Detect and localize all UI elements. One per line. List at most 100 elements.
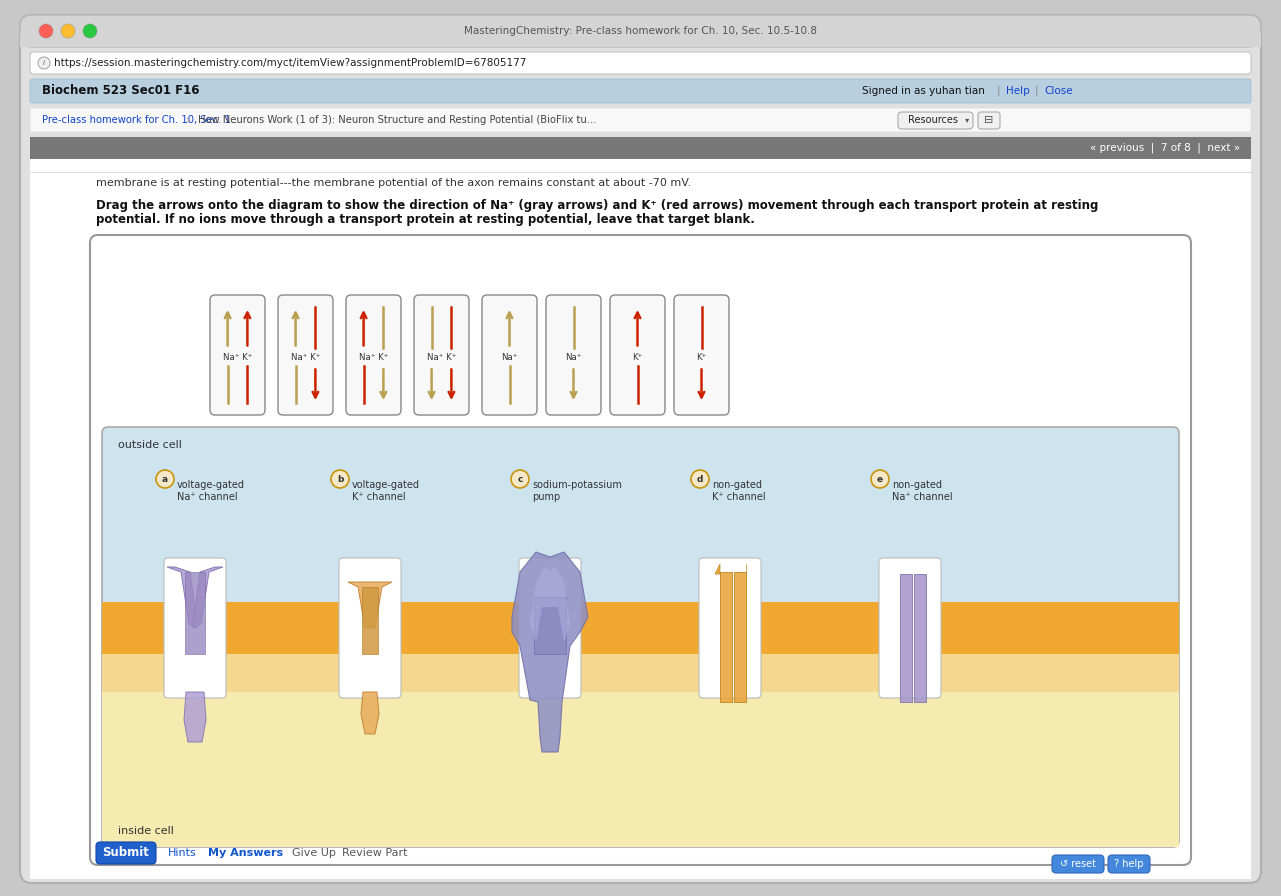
FancyBboxPatch shape (90, 235, 1191, 865)
Text: non-gated: non-gated (892, 480, 942, 490)
Circle shape (871, 470, 889, 488)
Text: My Answers: My Answers (208, 848, 283, 858)
Text: Na⁺: Na⁺ (501, 353, 518, 362)
Circle shape (330, 470, 348, 488)
FancyBboxPatch shape (210, 295, 265, 415)
FancyBboxPatch shape (610, 295, 665, 415)
Text: sodium-potassium: sodium-potassium (532, 480, 621, 490)
Text: potential. If no ions move through a transport protein at resting potential, lea: potential. If no ions move through a tra… (96, 213, 755, 227)
Text: Pre-class homework for Ch. 10, Sec. 1...: Pre-class homework for Ch. 10, Sec. 1... (42, 115, 241, 125)
Text: ? help: ? help (1114, 859, 1144, 869)
Text: Signed in as yuhan tian: Signed in as yuhan tian (862, 86, 985, 96)
Circle shape (61, 24, 76, 38)
Bar (102, 602, 1179, 654)
Text: Resources: Resources (908, 115, 958, 125)
Text: c: c (518, 475, 523, 484)
FancyBboxPatch shape (29, 79, 1252, 103)
Text: Na⁺ K⁺: Na⁺ K⁺ (359, 353, 388, 362)
Text: ⊟: ⊟ (984, 115, 994, 125)
FancyBboxPatch shape (102, 427, 1179, 847)
Text: non-gated: non-gated (712, 480, 762, 490)
Text: |: | (997, 86, 999, 96)
FancyBboxPatch shape (519, 558, 582, 698)
Text: Give Up: Give Up (292, 848, 336, 858)
Text: K⁺ channel: K⁺ channel (712, 492, 766, 502)
Bar (901, 574, 912, 702)
Bar (720, 572, 731, 702)
FancyBboxPatch shape (699, 558, 761, 698)
Polygon shape (184, 692, 206, 742)
Bar (102, 692, 1179, 847)
FancyBboxPatch shape (29, 108, 1252, 132)
FancyBboxPatch shape (977, 112, 1000, 129)
FancyBboxPatch shape (278, 295, 333, 415)
Text: Na⁺: Na⁺ (565, 353, 582, 362)
Text: voltage-gated: voltage-gated (177, 480, 245, 490)
Text: ↺ reset: ↺ reset (1059, 859, 1097, 869)
FancyBboxPatch shape (1052, 855, 1104, 873)
Text: e: e (877, 475, 883, 484)
Bar (534, 597, 566, 654)
Polygon shape (361, 692, 379, 734)
Text: Help: Help (1006, 86, 1030, 96)
Text: outside cell: outside cell (118, 440, 182, 450)
FancyBboxPatch shape (346, 295, 401, 415)
Text: Review Part: Review Part (342, 848, 407, 858)
Polygon shape (715, 564, 720, 574)
FancyBboxPatch shape (414, 295, 469, 415)
FancyBboxPatch shape (339, 558, 401, 698)
Text: inside cell: inside cell (118, 826, 174, 836)
Text: Submit: Submit (102, 847, 150, 859)
FancyBboxPatch shape (879, 558, 942, 698)
Text: Na⁺ channel: Na⁺ channel (177, 492, 237, 502)
Text: i: i (44, 60, 45, 66)
Circle shape (83, 24, 97, 38)
Text: « previous  |  7 of 8  |  next »: « previous | 7 of 8 | next » (1090, 142, 1240, 153)
Text: Hints: Hints (168, 848, 197, 858)
Text: Na⁺ channel: Na⁺ channel (892, 492, 953, 502)
Bar (734, 572, 746, 702)
Text: K⁺ channel: K⁺ channel (352, 492, 406, 502)
Text: https://session.masteringchemistry.com/myct/itemView?assignmentProblemID=6780517: https://session.masteringchemistry.com/m… (54, 58, 526, 68)
FancyBboxPatch shape (482, 295, 537, 415)
Text: a: a (161, 475, 168, 484)
Text: voltage-gated: voltage-gated (352, 480, 420, 490)
Text: MasteringChemistry: Pre-class homework for Ch. 10, Sec. 10.5-10.8: MasteringChemistry: Pre-class homework f… (464, 26, 816, 36)
Text: K⁺: K⁺ (633, 353, 643, 362)
Text: Drag the arrows onto the diagram to show the direction of Na⁺ (gray arrows) and : Drag the arrows onto the diagram to show… (96, 199, 1098, 211)
Polygon shape (530, 567, 570, 642)
Polygon shape (167, 567, 197, 628)
FancyBboxPatch shape (674, 295, 729, 415)
Text: |: | (1034, 86, 1038, 96)
FancyBboxPatch shape (20, 15, 1261, 883)
Text: membrane is at resting potential---the membrane potential of the axon remains co: membrane is at resting potential---the m… (96, 178, 692, 188)
Text: b: b (337, 475, 343, 484)
Text: Biochem 523 Sec01 F16: Biochem 523 Sec01 F16 (42, 84, 200, 98)
Text: pump: pump (532, 492, 560, 502)
FancyBboxPatch shape (96, 842, 156, 864)
Text: Na⁺ K⁺: Na⁺ K⁺ (291, 353, 320, 362)
Circle shape (38, 24, 53, 38)
FancyBboxPatch shape (20, 15, 1261, 47)
FancyBboxPatch shape (546, 295, 601, 415)
Text: Na⁺ K⁺: Na⁺ K⁺ (223, 353, 252, 362)
Bar (102, 654, 1179, 692)
Text: Close: Close (1044, 86, 1072, 96)
FancyBboxPatch shape (29, 52, 1252, 74)
Circle shape (156, 470, 174, 488)
Bar (363, 587, 378, 654)
FancyBboxPatch shape (1108, 855, 1150, 873)
Bar (915, 574, 926, 702)
Bar (184, 572, 205, 654)
Text: How Neurons Work (1 of 3): Neuron Structure and Resting Potential (BioFlix tu...: How Neurons Work (1 of 3): Neuron Struct… (199, 115, 597, 125)
Polygon shape (512, 552, 588, 752)
Text: K⁺: K⁺ (697, 353, 707, 362)
Text: d: d (697, 475, 703, 484)
Polygon shape (193, 567, 223, 628)
Text: Na⁺ K⁺: Na⁺ K⁺ (427, 353, 456, 362)
Circle shape (511, 470, 529, 488)
Bar (20, 33, 1261, 47)
FancyBboxPatch shape (898, 112, 974, 129)
FancyBboxPatch shape (164, 558, 225, 698)
Text: ▾: ▾ (965, 116, 970, 125)
